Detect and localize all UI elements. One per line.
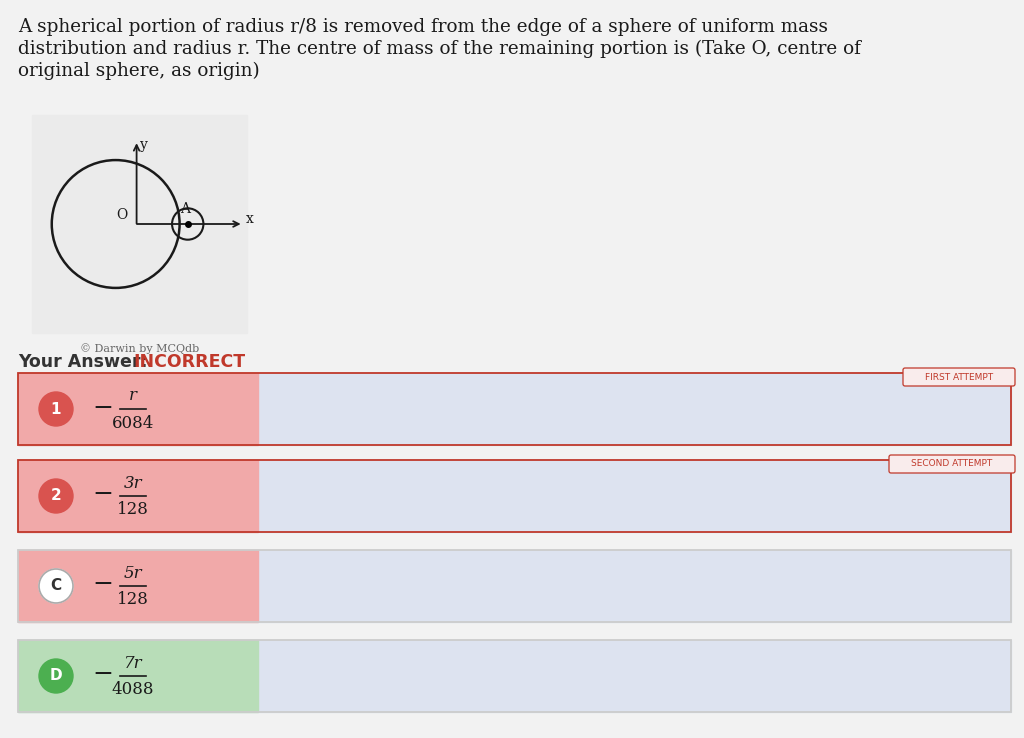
- Text: A: A: [180, 202, 190, 215]
- Bar: [18, 640, 258, 712]
- Bar: [18, 640, 1011, 712]
- Text: SECOND ATTEMPT: SECOND ATTEMPT: [911, 460, 992, 469]
- Bar: [18, 373, 1011, 445]
- Circle shape: [39, 659, 73, 693]
- Text: A spherical portion of radius r/8 is removed from the edge of a sphere of unifor: A spherical portion of radius r/8 is rem…: [18, 18, 828, 36]
- Text: 7r: 7r: [124, 655, 142, 672]
- Bar: [18, 640, 1011, 712]
- Bar: [18, 550, 258, 622]
- Text: 5r: 5r: [124, 565, 142, 582]
- Text: distribution and radius r. The centre of mass of the remaining portion is (Take : distribution and radius r. The centre of…: [18, 40, 861, 58]
- Text: 4088: 4088: [112, 681, 155, 698]
- FancyBboxPatch shape: [903, 368, 1015, 386]
- Text: INCORRECT: INCORRECT: [133, 353, 245, 371]
- Text: y: y: [140, 138, 147, 152]
- FancyBboxPatch shape: [889, 455, 1015, 473]
- Text: D: D: [50, 669, 62, 683]
- Text: original sphere, as origin): original sphere, as origin): [18, 62, 260, 80]
- Bar: [18, 460, 1011, 532]
- Text: 2: 2: [50, 489, 61, 503]
- Text: −: −: [92, 396, 114, 419]
- Text: Your Answer:: Your Answer:: [18, 353, 147, 371]
- Text: r: r: [129, 387, 137, 404]
- Text: −: −: [92, 483, 114, 506]
- Text: 3r: 3r: [124, 475, 142, 492]
- Bar: [18, 550, 1011, 622]
- Bar: [18, 460, 1011, 532]
- Text: FIRST ATTEMPT: FIRST ATTEMPT: [925, 373, 993, 382]
- Bar: [18, 373, 258, 445]
- Text: C: C: [50, 579, 61, 593]
- Text: 128: 128: [117, 502, 148, 519]
- Text: 128: 128: [117, 591, 148, 609]
- Text: 1: 1: [51, 401, 61, 416]
- Text: 6084: 6084: [112, 415, 155, 432]
- Circle shape: [39, 569, 73, 603]
- Bar: [18, 373, 1011, 445]
- Circle shape: [39, 392, 73, 426]
- Bar: [18, 460, 258, 532]
- Bar: [18, 550, 1011, 622]
- Circle shape: [39, 479, 73, 513]
- Bar: [32, 115, 247, 333]
- Text: −: −: [92, 573, 114, 596]
- Text: © Darwin by MCQdb: © Darwin by MCQdb: [80, 343, 199, 354]
- Text: −: −: [92, 663, 114, 686]
- Text: O: O: [116, 207, 127, 221]
- Text: x: x: [246, 213, 254, 227]
